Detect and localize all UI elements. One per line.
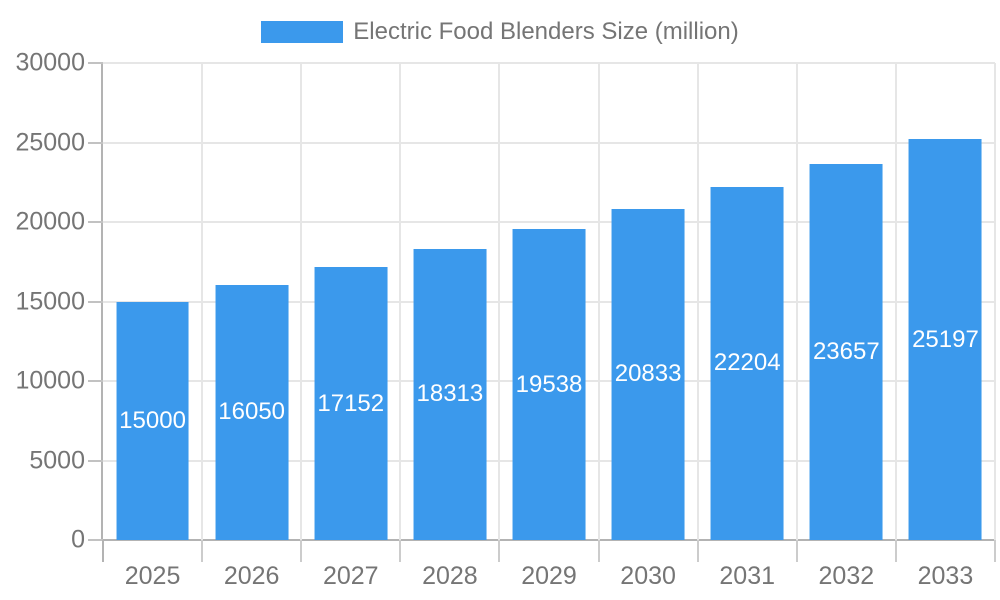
bar[interactable]: 20833 (611, 208, 685, 540)
x-axis-label: 2031 (719, 562, 776, 590)
bar-value-label: 19538 (515, 370, 583, 398)
bar-value-label: 20833 (614, 360, 682, 388)
bar-value-label: 18313 (416, 380, 484, 408)
y-axis-tick (88, 300, 103, 303)
bar[interactable]: 25197 (908, 139, 982, 540)
x-axis-tick (498, 540, 501, 562)
bar-value-label: 17152 (317, 389, 385, 417)
legend-swatch (261, 21, 344, 43)
gridline-vertical (795, 63, 798, 540)
chart-legend: Electric Food Blenders Size (million) (0, 18, 1000, 46)
x-axis-tick (795, 540, 798, 562)
x-axis-label: 2028 (422, 562, 478, 590)
bar[interactable]: 23657 (809, 163, 883, 540)
bar-value-label: 23657 (812, 337, 880, 365)
y-axis-tick (88, 141, 103, 144)
y-axis-label: 25000 (15, 128, 85, 156)
bar-value-label: 15000 (119, 406, 186, 434)
gridline-vertical (696, 63, 699, 540)
y-axis-label: 5000 (29, 446, 85, 475)
x-axis-label: 2025 (124, 562, 181, 590)
x-axis-tick (894, 540, 897, 562)
bar[interactable]: 19538 (512, 229, 586, 540)
gridline-vertical (498, 63, 501, 540)
x-axis-tick (102, 540, 104, 562)
bar-value-label: 25197 (912, 325, 979, 353)
x-axis-label: 2032 (818, 562, 875, 590)
x-axis-label: 2027 (322, 562, 379, 590)
x-axis-tick (994, 540, 996, 562)
plot-area: 0 5000 10000 15000 20000 25000 30000 15000 2025 1… (15, 49, 996, 590)
gridline-vertical (201, 63, 204, 540)
y-axis-label: 10000 (15, 366, 85, 395)
y-axis-tick (88, 459, 103, 462)
x-axis-baseline (103, 539, 995, 541)
bar[interactable]: 18313 (413, 248, 487, 540)
y-axis-tick (88, 539, 103, 541)
y-axis-label: 0 (71, 525, 85, 554)
x-axis-label: 2026 (223, 562, 280, 590)
x-axis-label: 2033 (917, 562, 974, 590)
x-axis-tick (399, 540, 402, 562)
y-axis-tick (88, 380, 103, 383)
bar-value-label: 16050 (218, 398, 286, 426)
x-axis-tick (597, 540, 600, 562)
y-axis-label: 15000 (15, 287, 85, 315)
x-axis-tick (201, 540, 204, 562)
y-axis-label: 20000 (15, 207, 85, 236)
y-axis-tick (88, 221, 103, 224)
x-axis-label: 2030 (620, 562, 676, 590)
gridline (103, 221, 995, 224)
x-axis-tick (300, 540, 303, 562)
y-axis-tick (88, 62, 103, 64)
gridline-vertical (894, 63, 897, 540)
gridline-vertical (597, 63, 600, 540)
legend-label: Electric Food Blenders Size (million) (353, 18, 739, 45)
y-axis-label: 30000 (15, 48, 85, 77)
gridline-vertical (994, 63, 996, 540)
gridline-vertical (399, 63, 402, 540)
bar-value-label: 22204 (713, 349, 781, 377)
gridline (103, 141, 995, 144)
bar[interactable]: 15000 (116, 301, 190, 540)
bar[interactable]: 17152 (314, 267, 388, 540)
x-axis-label: 2029 (521, 562, 577, 590)
x-axis-tick (696, 540, 699, 562)
bar[interactable]: 16050 (215, 284, 289, 540)
gridline-vertical (300, 63, 303, 540)
bar[interactable]: 22204 (710, 186, 784, 540)
gridline (103, 62, 995, 64)
